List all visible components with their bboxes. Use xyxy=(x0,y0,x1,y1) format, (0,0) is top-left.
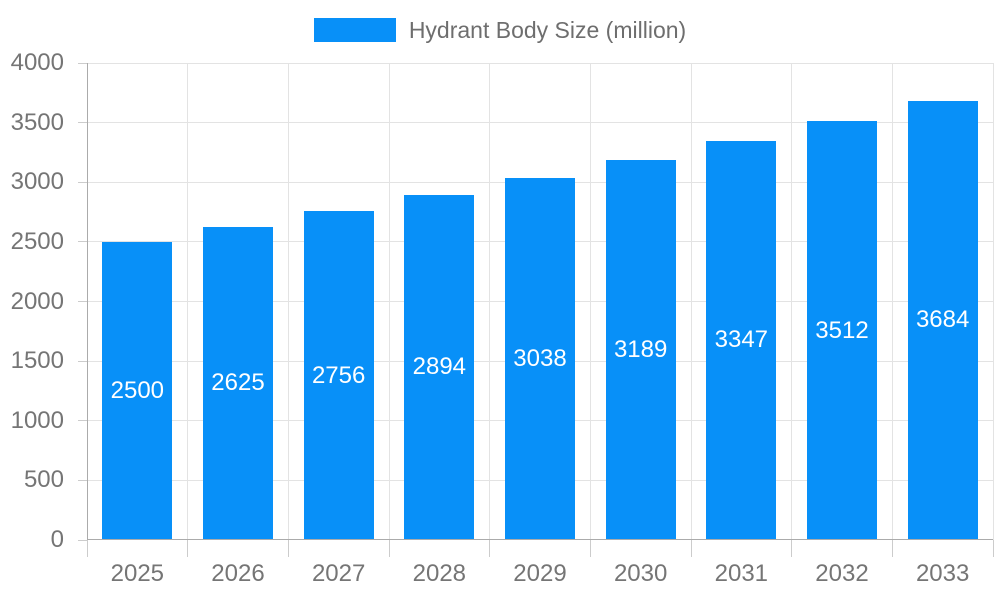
bar-value-label: 3189 xyxy=(613,335,668,363)
x-gridline xyxy=(690,63,692,540)
bar-value-label: 3684 xyxy=(915,306,970,334)
y-axis-tick-label: 1500 xyxy=(10,347,64,375)
bar-value-label: 3347 xyxy=(714,326,769,354)
y-axis-tick-label: 4000 xyxy=(10,49,64,76)
bar-value-label: 2625 xyxy=(211,369,265,397)
y-axis-tick xyxy=(78,479,87,481)
y-axis-tick-label: 0 xyxy=(50,526,64,553)
x-axis-tick xyxy=(388,540,390,557)
y-axis-tick xyxy=(78,241,87,243)
x-gridline xyxy=(992,63,994,540)
x-axis-tick xyxy=(891,540,893,557)
x-gridline xyxy=(589,63,591,540)
x-axis-tick-label: 2026 xyxy=(211,560,265,587)
y-axis-tick-label: 3000 xyxy=(10,168,64,196)
x-axis-tick-label: 2030 xyxy=(613,560,668,587)
x-axis-tick-label: 2032 xyxy=(815,560,869,587)
x-axis-tick-label: 2031 xyxy=(714,560,769,587)
y-axis-tick xyxy=(78,360,87,362)
x-axis-tick xyxy=(791,540,793,557)
bar-value-label: 3038 xyxy=(513,344,567,372)
x-axis-tick-label: 2029 xyxy=(513,560,567,587)
x-axis-tick xyxy=(86,540,88,557)
x-axis-tick xyxy=(992,540,994,557)
x-axis-tick xyxy=(589,540,591,557)
y-axis-tick-label: 2500 xyxy=(10,227,64,255)
x-axis-tick-label: 2028 xyxy=(412,560,467,587)
x-axis-tick-label: 2025 xyxy=(110,560,165,587)
legend-swatch-icon xyxy=(313,18,396,42)
x-gridline xyxy=(287,63,289,540)
x-axis-line xyxy=(87,539,993,540)
x-axis-tick xyxy=(489,540,491,557)
y-gridline xyxy=(87,62,993,64)
x-axis-tick-label: 2033 xyxy=(915,560,970,587)
y-axis-tick-label: 3500 xyxy=(10,108,64,136)
plot-area: 0 500 1000 1500 2000 2500 3000 3500 4000 2500 2025… xyxy=(11,49,994,587)
bar[interactable]: 2756 xyxy=(303,211,374,540)
x-gridline xyxy=(791,63,793,540)
x-axis-tick-label: 2027 xyxy=(311,560,366,587)
bar-value-label: 3512 xyxy=(815,316,869,344)
y-axis-tick-label: 1000 xyxy=(10,406,64,434)
y-axis-line xyxy=(87,63,88,540)
bar[interactable]: 2500 xyxy=(102,241,173,540)
bar[interactable]: 2625 xyxy=(203,226,273,540)
bar-value-label: 2500 xyxy=(110,376,165,404)
bar[interactable]: 2894 xyxy=(404,194,475,540)
y-axis-tick-label: 500 xyxy=(23,466,64,494)
x-gridline xyxy=(891,63,893,540)
bar[interactable]: 3684 xyxy=(907,100,978,540)
bar[interactable]: 3347 xyxy=(706,140,777,540)
bar-value-label: 2894 xyxy=(412,353,467,381)
bar[interactable]: 3189 xyxy=(605,159,676,540)
bar[interactable]: 3512 xyxy=(807,121,877,540)
y-axis-tick xyxy=(78,181,87,183)
bar-value-label: 2756 xyxy=(311,361,366,389)
x-axis-tick xyxy=(187,540,189,557)
y-axis-tick xyxy=(78,122,87,124)
y-axis-tick xyxy=(78,301,87,302)
x-gridline xyxy=(388,63,390,540)
x-gridline xyxy=(187,63,189,540)
x-axis-tick xyxy=(690,540,692,557)
y-axis-tick xyxy=(78,62,87,64)
x-gridline xyxy=(489,63,491,540)
x-axis-tick xyxy=(287,540,289,557)
legend: Hydrant Body Size (million) xyxy=(0,16,1000,44)
legend-label: Hydrant Body Size (million) xyxy=(408,17,687,43)
y-axis-tick xyxy=(78,420,87,422)
y-gridline xyxy=(87,122,993,124)
y-axis-tick-label: 2000 xyxy=(10,287,64,315)
bar[interactable]: 3038 xyxy=(505,177,575,540)
legend-item[interactable]: Hydrant Body Size (million) xyxy=(313,16,687,44)
y-axis-tick xyxy=(78,539,87,541)
